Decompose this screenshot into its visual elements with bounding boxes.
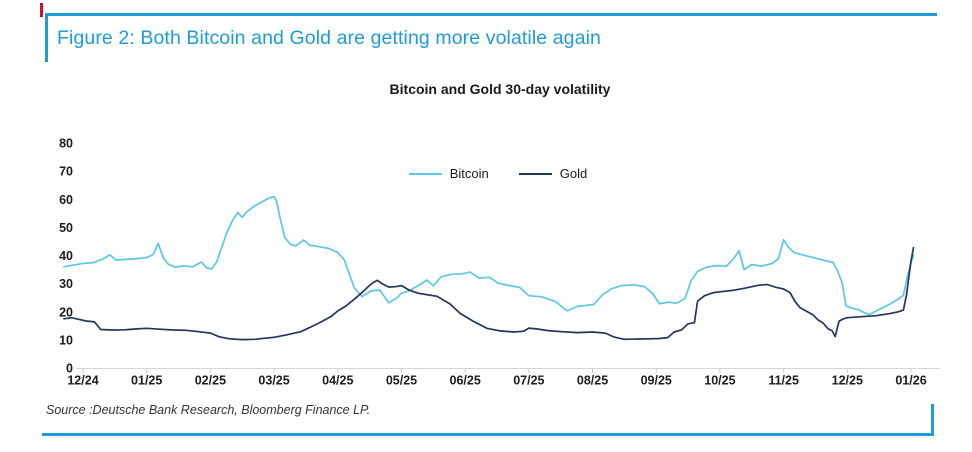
legend-label-bitcoin: Bitcoin	[449, 166, 489, 181]
gold-line-swatch	[518, 172, 552, 175]
x-tick-label: 03/25	[258, 374, 289, 388]
legend-item-bitcoin: Bitcoin	[408, 166, 489, 181]
y-tick-label: 50	[59, 221, 73, 235]
y-tick-label: 70	[59, 165, 73, 179]
figure-bottom-right-border	[931, 404, 934, 436]
bitcoin-line-swatch	[408, 172, 442, 175]
x-tick-label: 06/25	[450, 374, 481, 388]
y-tick-label: 20	[59, 305, 73, 319]
x-tick-label: 11/25	[768, 374, 799, 388]
figure-top-left-border	[45, 13, 48, 62]
x-tick-label: 01/26	[895, 374, 926, 388]
x-tick-label: 08/25	[577, 374, 608, 388]
x-tick-label: 02/25	[195, 374, 226, 388]
x-tick-label: 04/25	[322, 374, 353, 388]
y-tick-label: 60	[59, 193, 73, 207]
page-edge-marker	[40, 3, 43, 17]
figure-top-border	[45, 13, 937, 16]
series-line-bitcoin	[63, 195, 915, 316]
x-tick-label: 01/25	[131, 374, 162, 388]
x-tick-label: 05/25	[386, 374, 417, 388]
figure-title: Figure 2: Both Bitcoin and Gold are gett…	[57, 27, 601, 49]
legend-item-gold: Gold	[518, 166, 588, 181]
source-note: Source :Deutsche Bank Research, Bloomber…	[46, 403, 371, 417]
x-tick-label: 12/24	[67, 374, 98, 388]
y-tick-label: 80	[59, 137, 73, 151]
chart-legend: Bitcoin Gold	[0, 166, 972, 181]
x-tick-label: 09/25	[641, 374, 672, 388]
legend-label-gold: Gold	[559, 166, 588, 181]
y-tick-label: 30	[59, 277, 73, 291]
chart-title: Bitcoin and Gold 30-day volatility	[389, 81, 611, 97]
x-tick-label: 07/25	[513, 374, 544, 388]
series-line-gold	[63, 246, 915, 341]
figure-bottom-border	[42, 433, 934, 436]
y-tick-label: 0	[66, 362, 73, 376]
y-tick-label: 40	[59, 249, 73, 263]
y-tick-label: 10	[59, 333, 73, 347]
x-tick-label: 10/25	[704, 374, 735, 388]
x-tick-label: 12/25	[832, 374, 863, 388]
